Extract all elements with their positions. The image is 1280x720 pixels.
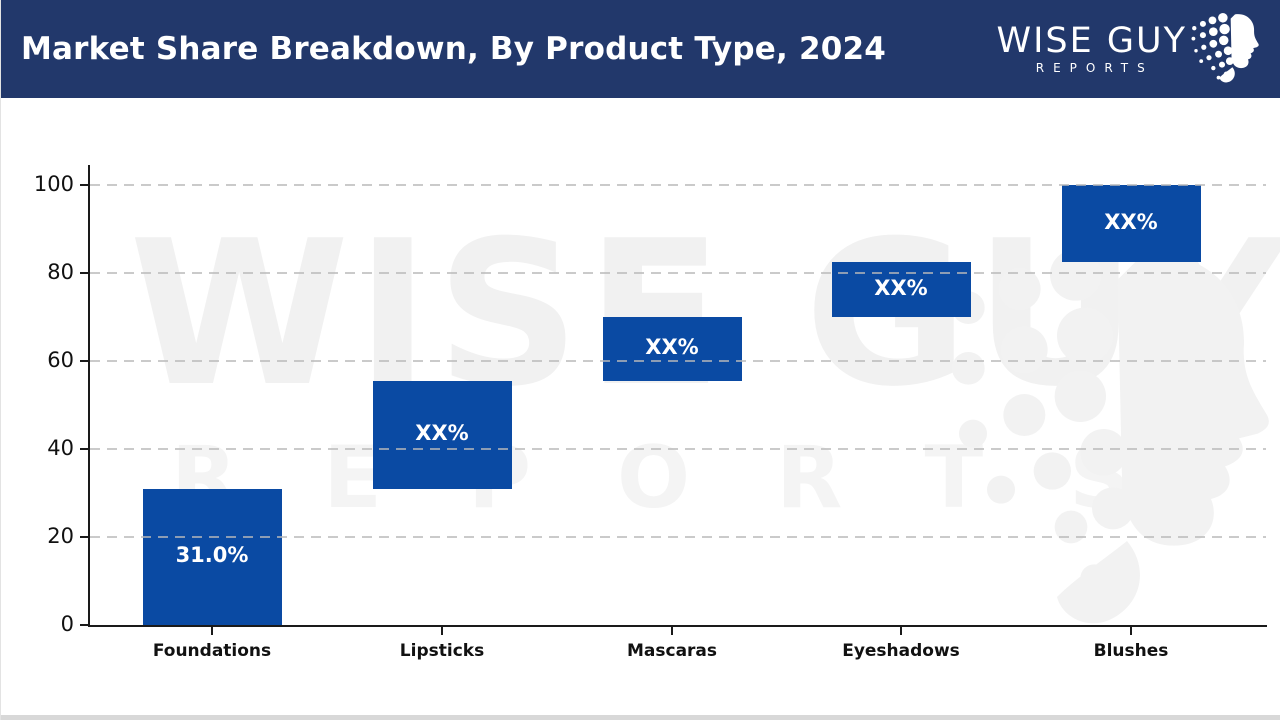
brand-name: WISE GUY xyxy=(996,20,1187,61)
bar-eyeshadows xyxy=(831,262,971,317)
bar-value-label: 31.0% xyxy=(175,542,249,567)
category-label: Eyeshadows xyxy=(842,641,960,661)
dotted-head-icon xyxy=(1191,13,1259,83)
footer-strip xyxy=(1,715,1280,720)
bar-mascaras xyxy=(602,317,742,381)
page-title: Market Share Breakdown, By Product Type,… xyxy=(21,31,887,67)
x-axis-tick xyxy=(1130,626,1132,635)
x-axis-tick xyxy=(671,626,673,635)
header-bar: Market Share Breakdown, By Product Type,… xyxy=(1,0,1280,98)
y-tick-label: 40 xyxy=(47,436,74,460)
gridline xyxy=(90,448,1266,450)
x-axis-tick xyxy=(441,626,443,635)
y-axis-tick xyxy=(80,360,89,362)
y-tick-label: 100 xyxy=(33,172,74,196)
y-axis-tick xyxy=(80,272,89,274)
brand-subtitle: REPORTS xyxy=(1035,61,1154,76)
y-axis-tick xyxy=(80,184,89,186)
bar-value-label: XX% xyxy=(645,334,699,359)
y-axis-tick xyxy=(80,536,89,538)
category-label: Blushes xyxy=(1093,641,1169,661)
bar-value-label: XX% xyxy=(415,420,469,445)
x-axis-line xyxy=(88,625,1267,627)
gridline xyxy=(90,360,1266,362)
y-axis-line xyxy=(88,165,90,627)
gridline xyxy=(90,536,1266,538)
category-label: Foundations xyxy=(152,641,272,661)
category-label: Mascaras xyxy=(626,641,718,661)
category-label: Lipsticks xyxy=(399,641,485,661)
bar-lipsticks xyxy=(372,380,512,489)
x-axis-tick xyxy=(211,626,213,635)
y-tick-label: 80 xyxy=(47,260,74,284)
gridline xyxy=(90,272,1266,274)
gridline xyxy=(90,184,1266,186)
y-axis-tick xyxy=(80,448,89,450)
brand-logo-text: WISE GUY REPORTS xyxy=(996,20,1187,76)
y-tick-label: 0 xyxy=(60,612,74,636)
bar-blushes xyxy=(1061,185,1201,262)
bar-foundations xyxy=(142,488,282,625)
chart-canvas: WISE GUY REPORTS 0 20 40 60 80 100 31.0% Founda… xyxy=(1,98,1280,715)
x-axis-tick xyxy=(900,626,902,635)
bar-value-label: XX% xyxy=(874,275,928,300)
brand-logo: WISE GUY REPORTS xyxy=(996,7,1261,91)
bar-value-label: XX% xyxy=(1104,209,1158,234)
y-tick-label: 20 xyxy=(47,524,74,548)
y-axis-tick xyxy=(80,624,89,626)
y-tick-label: 60 xyxy=(47,348,74,372)
